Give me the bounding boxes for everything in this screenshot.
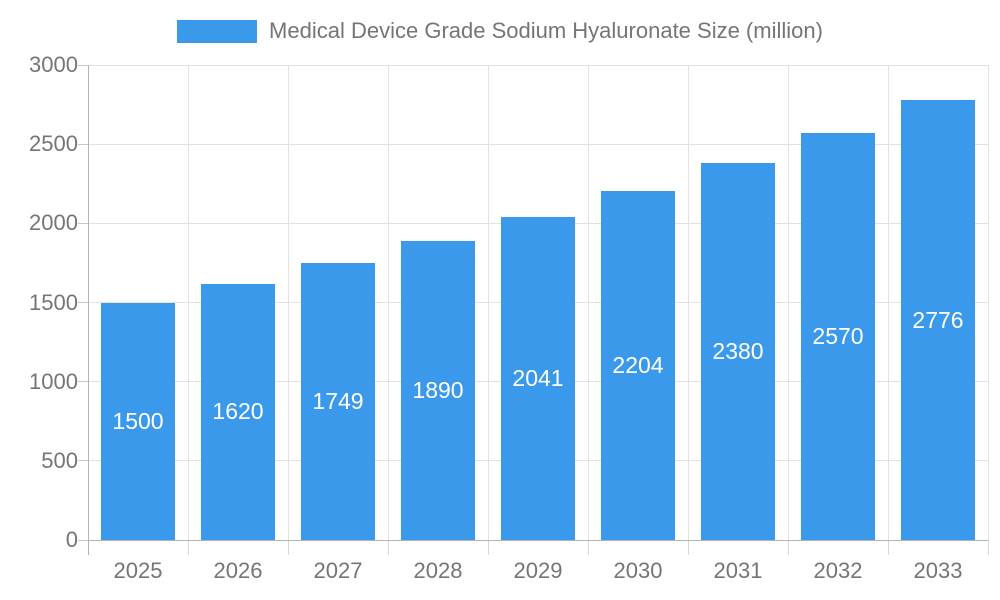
bar-2031: 2380 [701,163,775,540]
bar-2032: 2570 [801,133,875,540]
x-axis-tick [587,540,589,555]
bar-2033: 2776 [901,100,975,540]
bar-2028: 1890 [401,240,475,540]
bar-2030: 2204 [601,191,675,540]
bar-value-label: 1620 [212,398,264,425]
legend-swatch [177,19,258,43]
gridline-vertical [787,65,789,540]
gridline-vertical [987,65,989,540]
gridline-vertical [687,65,689,540]
y-axis-tick-label: 1500 [29,289,78,315]
x-axis-tick [487,540,489,555]
bar-2026: 1620 [201,283,275,540]
x-axis-tick-label: 2031 [713,558,763,583]
gridline-vertical [387,65,389,540]
gridline-horizontal [88,143,988,145]
gridline-vertical [887,65,889,540]
gridline-vertical [287,65,289,540]
gridline-vertical [187,65,189,540]
x-axis-tick-label: 2032 [813,558,863,583]
x-axis-tick [287,540,289,555]
bar-2029: 2041 [501,216,575,540]
bar-value-label: 2776 [912,306,964,333]
bar-2025: 1500 [101,302,175,540]
x-axis-tick-label: 2028 [413,558,463,583]
x-axis-tick-label: 2033 [913,558,963,583]
plot-area: 1500 1620 1749 1890 2041 2204 2380 2570 2776 [78,64,989,555]
legend-item[interactable]: Medical Device Grade Sodium Hyaluronate … [0,18,1000,44]
y-axis-tick-label: 2000 [29,210,78,236]
y-axis-tick [78,302,88,303]
y-axis-tick [78,222,88,224]
bar-value-label: 2570 [812,323,864,350]
bar-2027: 1749 [301,263,375,540]
x-axis-tick-label: 2030 [613,558,663,583]
y-axis-tick [78,539,88,541]
y-axis-tick-label: 1000 [29,368,78,394]
gridline-horizontal [88,64,988,66]
y-axis-tick-label: 0 [65,527,78,552]
y-axis-tick [78,143,88,145]
x-axis-tick [387,540,389,555]
x-axis-tick-label: 2026 [213,558,263,583]
y-axis-tick [78,64,88,66]
x-axis-tick [687,540,689,555]
x-axis-line [88,539,988,541]
bar-value-label: 2204 [612,352,664,379]
bar-value-label: 1500 [112,407,164,434]
y-axis-line [87,65,89,555]
gridline-vertical [587,65,589,540]
bar-value-label: 1749 [312,388,364,415]
legend-label: Medical Device Grade Sodium Hyaluronate … [269,18,823,43]
x-axis-tick-label: 2027 [313,558,363,583]
y-axis-tick [78,381,88,383]
y-axis-tick [78,460,88,462]
gridline-vertical [487,65,489,540]
bar-value-label: 2041 [512,364,564,391]
bar-value-label: 2380 [712,338,764,365]
x-axis-tick [987,540,989,555]
x-axis-tick [887,540,889,555]
x-axis-tick-label: 2029 [513,558,563,583]
y-axis-tick-label: 2500 [29,131,78,157]
x-axis-tick [187,540,189,555]
x-axis-tick [787,540,789,555]
x-axis-tick-label: 2025 [113,558,163,583]
y-axis-tick-label: 500 [41,447,78,473]
y-axis-tick-label: 3000 [29,52,78,77]
bar-value-label: 1890 [412,376,464,403]
